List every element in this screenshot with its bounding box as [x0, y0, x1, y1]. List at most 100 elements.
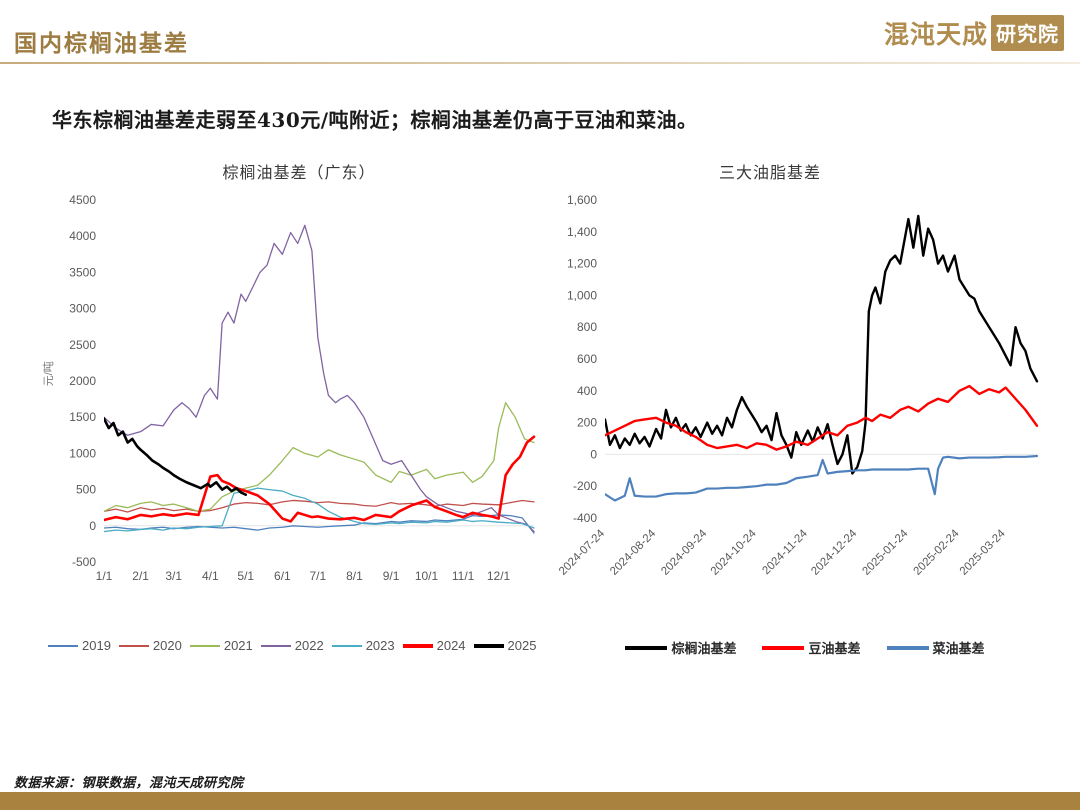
page-header: 国内棕榈油基差 混沌天成 研究院: [0, 0, 1080, 64]
plot-area-left: 4500 4000 3500 3000 2500 2000 1500 1000 500 0 -500…: [26, 190, 542, 610]
legend-item[interactable]: 2025: [473, 638, 537, 653]
page-title: 国内棕榈油基差: [14, 30, 189, 57]
chart-title-right: 三大油脂基差: [718, 163, 821, 182]
chart-panel-palm-basis-guangdong: 棕榈油基差（广东） 4500 4000 3500 3000 2500 2000 1500 10…: [26, 160, 542, 670]
series-line-菜油基差: [605, 454, 1039, 502]
x-axis-tick-label: 3/1: [165, 569, 182, 583]
x-axis-tick-label: 5/1: [237, 569, 254, 583]
y-axis-tick-label: 4000: [69, 229, 96, 243]
y-axis-tick-label: 1,200: [567, 257, 597, 271]
y-axis-tick-label: 800: [577, 320, 597, 334]
plot-area-right: 1,600 1,400 1,200 1,000 800 600 400 200 0 -200 -40…: [545, 190, 1065, 610]
legend-label: 2020: [152, 638, 182, 653]
y-axis-tick-label: 200: [577, 416, 597, 430]
legend-item[interactable]: 2020: [118, 638, 182, 653]
y-axis-title: 元/吨: [42, 361, 55, 386]
legend-label: 菜油基差: [932, 642, 985, 657]
x-axis-tick-label: 2024-07-24: [557, 527, 608, 578]
x-axis-tick-label: 2024-08-24: [608, 527, 659, 578]
footer-accent-bar: [0, 792, 1080, 810]
legend-label: 2021: [223, 638, 253, 653]
chart-legend-right: 棕榈油基差 豆油基差 菜油基差: [585, 638, 1025, 657]
legend-color-swatch: [331, 644, 362, 647]
y-axis-tick-label: 1,600: [567, 193, 597, 207]
legend-item[interactable]: 2021: [189, 638, 253, 653]
legend-color-swatch: [402, 643, 433, 648]
legend-item[interactable]: 2022: [260, 638, 324, 653]
x-axis-tick-label: 2/1: [132, 569, 149, 583]
legend-item[interactable]: 2024: [402, 638, 466, 653]
logo-seal-text: 混沌天成: [883, 20, 988, 49]
legend-color-swatch: [260, 644, 291, 647]
y-axis-tick-label: 1,400: [567, 225, 597, 239]
legend-color-swatch: [189, 644, 220, 647]
y-axis-tick-label: 0: [590, 447, 597, 461]
legend-color-swatch: [886, 645, 929, 650]
legend-label: 2024: [436, 638, 466, 653]
x-axis-tick-label: 8/1: [346, 569, 363, 583]
series-line-2025: [104, 417, 248, 496]
header-divider: [0, 62, 1080, 64]
x-axis-tick-label: 6/1: [274, 569, 291, 583]
legend-color-swatch: [625, 645, 668, 650]
legend-label: 2025: [507, 638, 537, 653]
y-axis-tick-label: 1500: [69, 410, 96, 424]
series-line-2019: [104, 514, 535, 534]
slide-subtitle: 华东棕榈油基差走弱至430元/吨附近；棕榈油基差仍高于豆油和菜油。: [52, 108, 698, 132]
y-axis-tick-label: 2000: [69, 374, 96, 388]
x-axis-tick-label: 9/1: [383, 569, 400, 583]
legend-color-swatch: [762, 645, 805, 650]
chart-panel-three-oils-basis: 三大油脂基差 1,600 1,400 1,200 1,000 800 600 400 200 0…: [545, 160, 1065, 670]
y-axis-tick-label: 3500: [69, 265, 96, 279]
y-axis-tick-label: 0: [89, 519, 96, 533]
y-axis-tick-label: 1000: [69, 446, 96, 460]
y-axis-tick-label: -400: [573, 511, 597, 525]
series-line-2020: [104, 499, 535, 513]
legend-label: 棕榈油基差: [671, 642, 737, 657]
chart-legend-left: 2019 2020 2021 2022 2023 2024 2025: [34, 638, 544, 653]
series-line-棕榈油基差: [605, 214, 1039, 475]
legend-color-swatch: [48, 644, 78, 647]
series-line-2023: [104, 487, 535, 533]
x-axis-tick-label: 1/1: [96, 569, 113, 583]
line-chart-right: 1,600 1,400 1,200 1,000 800 600 400 200 0 -200 -40…: [557, 193, 1039, 578]
line-chart-left: 4500 4000 3500 3000 2500 2000 1500 1000 500 0 -500…: [42, 193, 536, 583]
x-axis-tick-label: 2024-10-24: [709, 527, 760, 578]
x-axis-tick-label: 12/1: [487, 569, 511, 583]
legend-color-swatch: [118, 644, 149, 647]
y-axis-tick-label: 600: [577, 352, 597, 366]
legend-color-swatch: [473, 643, 504, 648]
y-axis-tick-label: 1,000: [567, 288, 597, 302]
legend-item[interactable]: 棕榈油基差: [625, 638, 736, 657]
legend-item[interactable]: 2023: [331, 638, 395, 653]
x-axis-tick-label: 2024-11-24: [760, 527, 810, 577]
legend-item[interactable]: 2019: [48, 638, 111, 653]
legend-label: 豆油基差: [808, 642, 861, 657]
x-axis-tick-label: 2025-01-24: [860, 527, 911, 578]
series-line-豆油基差: [605, 384, 1039, 451]
x-axis-tick-label: 7/1: [309, 569, 326, 583]
logo-badge-text: 研究院: [991, 15, 1064, 51]
x-axis-tick-label: 11/1: [452, 569, 475, 583]
company-logo: 混沌天成 研究院: [884, 14, 1064, 52]
legend-label: 2023: [365, 638, 395, 653]
y-axis-tick-label: -200: [573, 479, 597, 493]
x-axis-tick-label: 2025-03-24: [958, 527, 1009, 578]
y-axis-tick-label: 400: [577, 384, 597, 398]
legend-item[interactable]: 菜油基差: [886, 638, 985, 657]
legend-item[interactable]: 豆油基差: [762, 638, 861, 657]
x-axis-tick-label: 10/1: [415, 569, 439, 583]
chart-title-left: 棕榈油基差（广东）: [222, 163, 376, 182]
data-source-note: 数据来源：钢联数据，混沌天成研究院: [14, 776, 244, 791]
x-axis-tick-label: 2024-12-24: [809, 527, 860, 578]
y-axis-tick-label: -500: [72, 555, 96, 569]
series-line-2022: [104, 224, 535, 533]
x-axis-tick-label: 2025-02-24: [912, 527, 963, 578]
x-axis-tick-label: 4/1: [202, 569, 219, 583]
y-axis-tick-label: 4500: [69, 193, 96, 207]
series-line-2021: [104, 402, 535, 512]
legend-label: 2019: [82, 638, 111, 653]
series-line-2024: [104, 435, 536, 523]
legend-label: 2022: [294, 638, 324, 653]
x-axis-tick-label: 2024-09-24: [659, 527, 710, 578]
